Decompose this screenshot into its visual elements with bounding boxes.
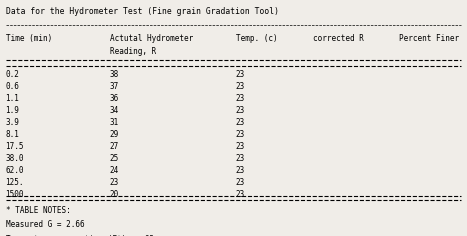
Text: 24: 24: [110, 166, 119, 175]
Text: Reading, R: Reading, R: [110, 47, 156, 56]
Text: 1.9: 1.9: [6, 106, 20, 115]
Text: Measured G = 2.66: Measured G = 2.66: [6, 220, 84, 229]
Text: * TABLE NOTES:: * TABLE NOTES:: [6, 206, 71, 215]
Text: 23: 23: [236, 190, 245, 199]
Text: 1.1: 1.1: [6, 94, 20, 103]
Text: 36: 36: [110, 94, 119, 103]
Text: 125.: 125.: [6, 178, 24, 187]
Text: 23: 23: [236, 118, 245, 127]
Text: 23: 23: [236, 106, 245, 115]
Text: 20: 20: [110, 190, 119, 199]
Text: 23: 23: [110, 178, 119, 187]
Text: 38.0: 38.0: [6, 154, 24, 163]
Text: 1500: 1500: [6, 190, 24, 199]
Text: 23: 23: [236, 130, 245, 139]
Text: 23: 23: [236, 82, 245, 91]
Text: 38: 38: [110, 70, 119, 79]
Text: 23: 23: [236, 94, 245, 103]
Text: 0.2: 0.2: [6, 70, 20, 79]
Text: 23: 23: [236, 166, 245, 175]
Text: 23: 23: [236, 154, 245, 163]
Text: 0.6: 0.6: [6, 82, 20, 91]
Text: 3.9: 3.9: [6, 118, 20, 127]
Text: Data for the Hydrometer Test (Fine grain Gradation Tool): Data for the Hydrometer Test (Fine grain…: [6, 7, 279, 16]
Text: 23: 23: [236, 70, 245, 79]
Text: Temp. (c): Temp. (c): [236, 34, 277, 43]
Text: 31: 31: [110, 118, 119, 127]
Text: 27: 27: [110, 142, 119, 151]
Text: 37: 37: [110, 82, 119, 91]
Text: 29: 29: [110, 130, 119, 139]
Text: corrected R: corrected R: [313, 34, 364, 43]
Text: 62.0: 62.0: [6, 166, 24, 175]
Text: 17.5: 17.5: [6, 142, 24, 151]
Text: Actutal Hydrometer: Actutal Hydrometer: [110, 34, 193, 43]
Text: Temprature correction (Ft) = .63: Temprature correction (Ft) = .63: [6, 235, 154, 236]
Text: 23: 23: [236, 142, 245, 151]
Text: 23: 23: [236, 178, 245, 187]
Text: 8.1: 8.1: [6, 130, 20, 139]
Text: Time (min): Time (min): [6, 34, 52, 43]
Text: Percent Finer: Percent Finer: [399, 34, 460, 43]
Text: 34: 34: [110, 106, 119, 115]
Text: 25: 25: [110, 154, 119, 163]
